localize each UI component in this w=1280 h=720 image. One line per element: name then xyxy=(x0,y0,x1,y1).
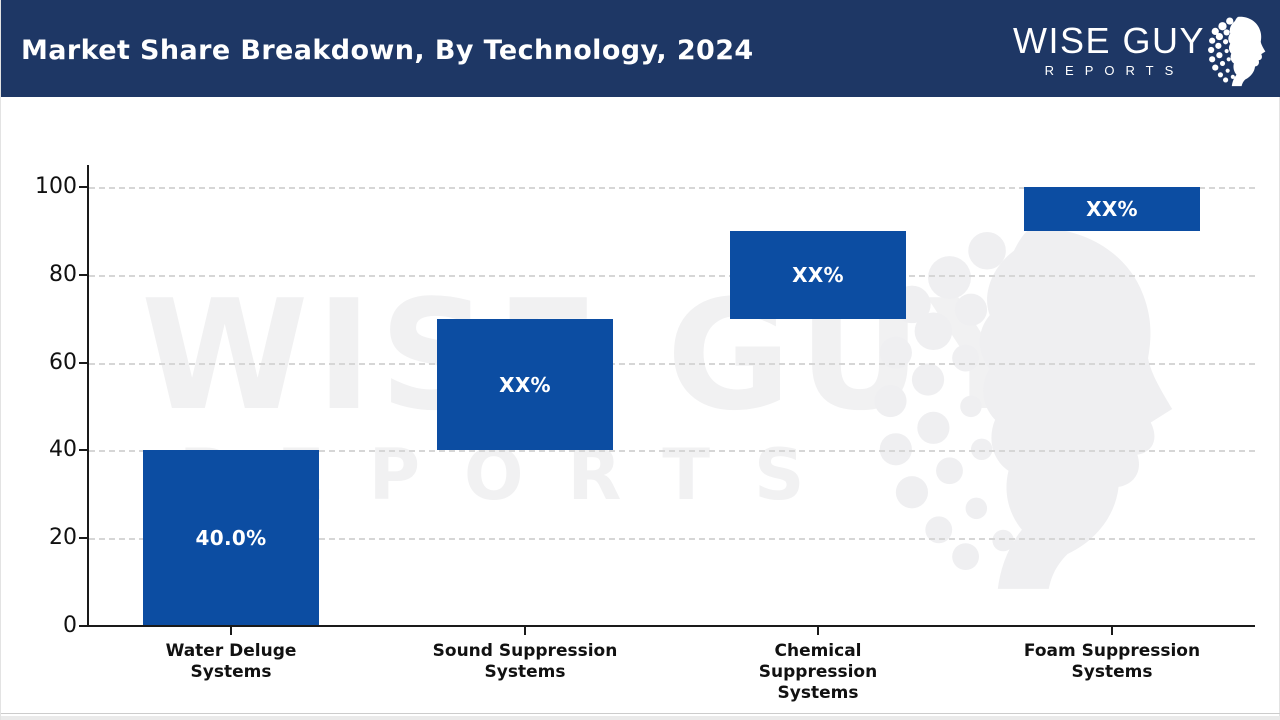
gridline-40 xyxy=(89,450,1255,453)
x-tick-mark xyxy=(230,627,232,635)
category-label-line: Suppression xyxy=(758,662,878,682)
y-tick-mark xyxy=(79,273,87,276)
gridline-80 xyxy=(89,274,1255,277)
bottom-border xyxy=(1,713,1280,714)
y-tick-mark xyxy=(79,625,87,627)
y-tick-label: 80 xyxy=(49,261,77,287)
bar-value-label: XX% xyxy=(1086,196,1138,221)
y-tick-mark xyxy=(79,449,87,452)
category-label: Chemical Suppression Systems xyxy=(688,641,948,704)
category-label-line: Chemical xyxy=(774,641,862,661)
category-label-line: Water Deluge xyxy=(165,641,297,661)
gridline-60 xyxy=(89,362,1255,365)
bar-value-label: 40.0% xyxy=(195,526,267,551)
bar-water-deluge-systems: 40.0% xyxy=(143,450,319,626)
bar-value-label: XX% xyxy=(792,262,844,287)
logo-wordmark: WISE GUY xyxy=(1012,19,1205,61)
x-tick-mark xyxy=(817,627,819,635)
logo-head-icon xyxy=(1208,16,1266,87)
category-label-line: Systems xyxy=(484,662,566,682)
bar-sound-suppression-systems: XX% xyxy=(437,318,613,451)
y-tick-label: 20 xyxy=(49,525,77,551)
y-tick-label: 60 xyxy=(49,349,77,375)
y-tick-label: 40 xyxy=(49,437,77,463)
category-label: Sound Suppression Systems xyxy=(395,641,655,683)
logo-text: WISE GUY REPORTS xyxy=(1012,19,1205,80)
y-tick-label: 0 xyxy=(63,613,77,638)
gridline-100 xyxy=(89,187,1255,189)
category-label-line: Foam Suppression xyxy=(1023,641,1201,661)
category-label-line: Sound Suppression xyxy=(432,641,618,661)
category-label-line: Systems xyxy=(190,662,272,682)
bottom-strip xyxy=(1,716,1280,720)
category-label: Foam Suppression Systems xyxy=(982,641,1242,683)
bar-chemical-suppression-systems: XX% xyxy=(730,230,906,319)
plot-area: 0 20 40 60 80 100 40.0% Water Deluge Systems XX% S… xyxy=(1,97,1280,720)
y-tick-mark xyxy=(79,537,87,540)
y-tick-mark xyxy=(79,186,87,188)
x-tick-mark xyxy=(524,627,526,635)
category-label: Water Deluge Systems xyxy=(101,641,361,683)
bar-foam-suppression-systems: XX% xyxy=(1024,187,1200,231)
wise-guy-reports-logo: WISE GUY REPORTS xyxy=(1013,6,1269,94)
x-tick-mark xyxy=(1111,627,1113,635)
y-tick-mark xyxy=(79,361,87,364)
y-axis xyxy=(87,165,89,627)
y-tick-label: 100 xyxy=(35,174,77,199)
logo-subtitle: REPORTS xyxy=(1044,62,1185,78)
header-bar: Market Share Breakdown, By Technology, 2… xyxy=(1,0,1280,97)
category-label-line: Systems xyxy=(1071,662,1153,682)
watermark-head-icon xyxy=(874,228,1173,589)
page-title: Market Share Breakdown, By Technology, 2… xyxy=(21,35,754,66)
x-axis xyxy=(87,625,1255,627)
gridline-20 xyxy=(89,538,1255,541)
category-label-line: Systems xyxy=(777,683,859,703)
bar-value-label: XX% xyxy=(499,372,551,397)
